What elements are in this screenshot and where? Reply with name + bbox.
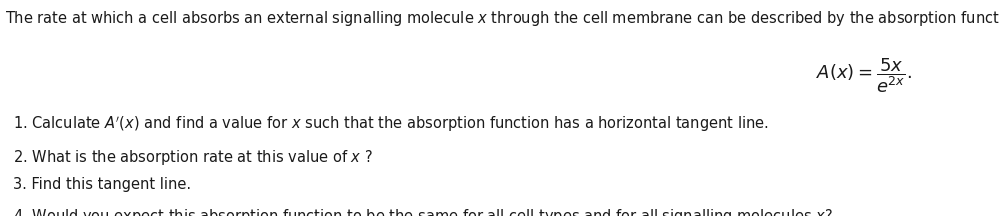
Text: 4. Would you expect this absorption function to be the same for all cell types a: 4. Would you expect this absorption func… [13, 207, 833, 216]
Text: 3. Find this tangent line.: 3. Find this tangent line. [13, 177, 191, 192]
Text: 1. Calculate $A'(x)$ and find a value for $x$ such that the absorption function : 1. Calculate $A'(x)$ and find a value fo… [13, 114, 768, 134]
Text: 2. What is the absorption rate at this value of $x$ ?: 2. What is the absorption rate at this v… [13, 148, 373, 167]
Text: The rate at which a cell absorbs an external signalling molecule $x$ through the: The rate at which a cell absorbs an exte… [5, 9, 999, 28]
Text: $A(x) = \dfrac{5x}{e^{2x}}.$: $A(x) = \dfrac{5x}{e^{2x}}.$ [816, 56, 912, 95]
